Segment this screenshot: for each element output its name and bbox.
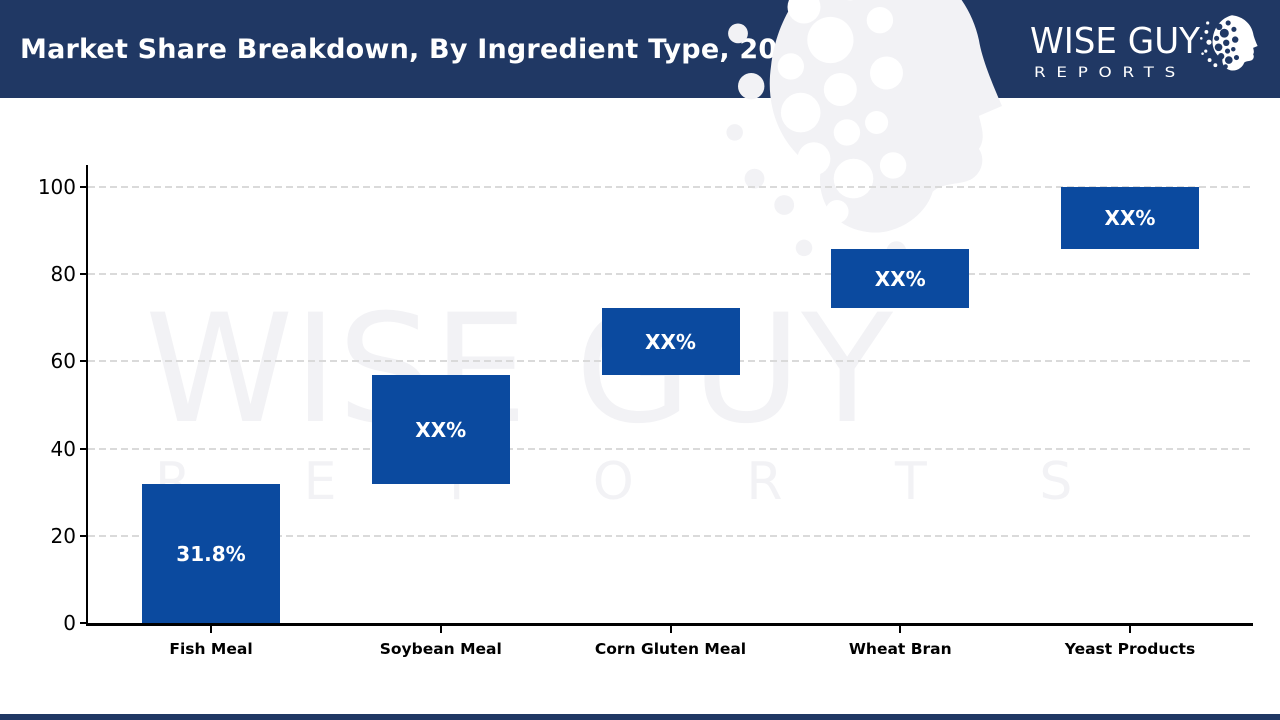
y-tick-label: 80 [50,262,76,287]
y-tick-label: 20 [50,523,76,548]
bar-value-label: XX% [415,417,467,442]
x-tick-mark [210,625,212,633]
y-tick-label: 40 [50,436,76,461]
bar-yeast-products: XX% [1061,187,1199,249]
y-tick-mark [80,360,88,363]
gridline-80 [88,273,1253,276]
bar-value-label: 31.8% [176,541,246,566]
logo-head-icon [1200,15,1258,71]
bar-value-label: XX% [874,266,926,291]
page-title: Market Share Breakdown, By Ingredient Ty… [20,33,816,65]
logo-line2: REPORTS [1034,65,1186,81]
category-label-soybean-meal: Soybean Meal [379,640,502,658]
bar-value-label: XX% [645,329,696,354]
x-tick-mark [669,625,672,633]
footer-bar [0,714,1280,720]
gridline-100 [88,186,1253,188]
y-tick-mark [80,622,88,624]
x-tick-mark [899,625,902,633]
y-tick-label: 0 [63,611,76,635]
wise-guy-logo: WISE GUY REPORTS [1030,15,1258,81]
bar-value-label: XX% [1104,205,1156,230]
bar-corn-gluten-meal: XX% [601,308,740,376]
y-axis [86,165,88,625]
gridline-40 [88,447,1253,450]
category-label-fish-meal: Fish Meal [169,640,253,658]
bar-soybean-meal: XX% [371,375,510,485]
y-tick-mark [80,534,88,537]
x-tick-mark [439,625,442,633]
y-tick-mark [80,273,88,276]
logo-line1: WISE GUY [1030,21,1201,62]
y-tick-mark [80,186,88,188]
category-label-wheat-bran: Wheat Bran [848,640,952,658]
category-label-corn-gluten-meal: Corn Gluten Meal [594,640,747,658]
bar-chart: 0 20 40 60 80 100 31.8% Fish Meal XX% Soybean Mea… [0,98,1280,714]
gridline-20 [88,534,1253,537]
y-tick-label: 100 [37,175,76,199]
header: Market Share Breakdown, By Ingredient Ty… [0,0,1280,98]
bar-wheat-bran: XX% [831,248,970,309]
x-tick-mark [1129,625,1131,633]
bar-fish-meal: 31.8% [142,484,280,623]
category-label-yeast-products: Yeast Products [1064,640,1196,658]
x-axis [86,623,1253,626]
y-tick-mark [80,447,88,450]
y-tick-label: 60 [50,349,76,374]
